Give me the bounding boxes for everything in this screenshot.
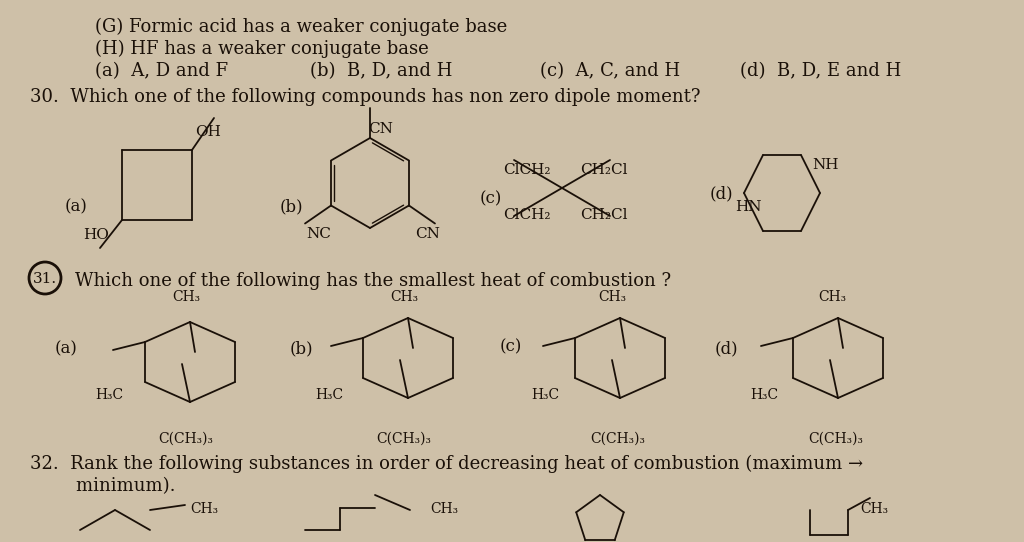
Text: 32.  Rank the following substances in order of decreasing heat of combustion (ma: 32. Rank the following substances in ord…: [30, 455, 863, 473]
Text: (a): (a): [55, 340, 78, 357]
Text: HO: HO: [83, 228, 109, 242]
Text: (G) Formic acid has a weaker conjugate base: (G) Formic acid has a weaker conjugate b…: [95, 18, 507, 36]
Text: (c): (c): [500, 338, 522, 355]
Text: Which one of the following has the smallest heat of combustion ?: Which one of the following has the small…: [75, 272, 671, 290]
Text: CN: CN: [368, 122, 393, 136]
Text: CH₃: CH₃: [818, 290, 846, 304]
Text: C(CH₃)₃: C(CH₃)₃: [158, 432, 213, 446]
Text: (c): (c): [480, 190, 503, 207]
Text: C(CH₃)₃: C(CH₃)₃: [590, 432, 645, 446]
Text: NC: NC: [306, 227, 331, 241]
Text: NH: NH: [812, 158, 839, 172]
Text: CH₂Cl: CH₂Cl: [580, 208, 628, 222]
Text: ClCH₂: ClCH₂: [503, 163, 551, 177]
Text: (H) HF has a weaker conjugate base: (H) HF has a weaker conjugate base: [95, 40, 429, 58]
Text: (d): (d): [710, 185, 733, 202]
Text: (d)  B, D, E and H: (d) B, D, E and H: [740, 62, 901, 80]
Text: (b)  B, D, and H: (b) B, D, and H: [310, 62, 453, 80]
Text: 31.: 31.: [33, 272, 57, 286]
Text: HN: HN: [735, 200, 762, 214]
Text: (b): (b): [280, 198, 304, 215]
Text: (a)  A, D and F: (a) A, D and F: [95, 62, 228, 80]
Text: H₃C: H₃C: [531, 388, 559, 402]
Text: CH₃: CH₃: [860, 502, 888, 516]
Text: (b): (b): [290, 340, 313, 357]
Text: 30.  Which one of the following compounds has non zero dipole moment?: 30. Which one of the following compounds…: [30, 88, 700, 106]
Text: CH₂Cl: CH₂Cl: [580, 163, 628, 177]
Text: (a): (a): [65, 198, 88, 215]
Text: C(CH₃)₃: C(CH₃)₃: [808, 432, 863, 446]
Text: H₃C: H₃C: [315, 388, 343, 402]
Text: CH₃: CH₃: [172, 290, 200, 304]
Text: CN: CN: [415, 227, 440, 241]
Text: CH₃: CH₃: [430, 502, 458, 516]
Text: CH₃: CH₃: [598, 290, 626, 304]
Text: H₃C: H₃C: [95, 388, 123, 402]
Text: C(CH₃)₃: C(CH₃)₃: [376, 432, 431, 446]
Text: (d): (d): [715, 340, 738, 357]
Text: ClCH₂: ClCH₂: [503, 208, 551, 222]
Text: CH₃: CH₃: [390, 290, 418, 304]
Text: OH: OH: [195, 125, 221, 139]
Text: CH₃: CH₃: [190, 502, 218, 516]
Text: minimum).: minimum).: [30, 477, 175, 495]
Text: H₃C: H₃C: [750, 388, 778, 402]
Text: (c)  A, C, and H: (c) A, C, and H: [540, 62, 680, 80]
